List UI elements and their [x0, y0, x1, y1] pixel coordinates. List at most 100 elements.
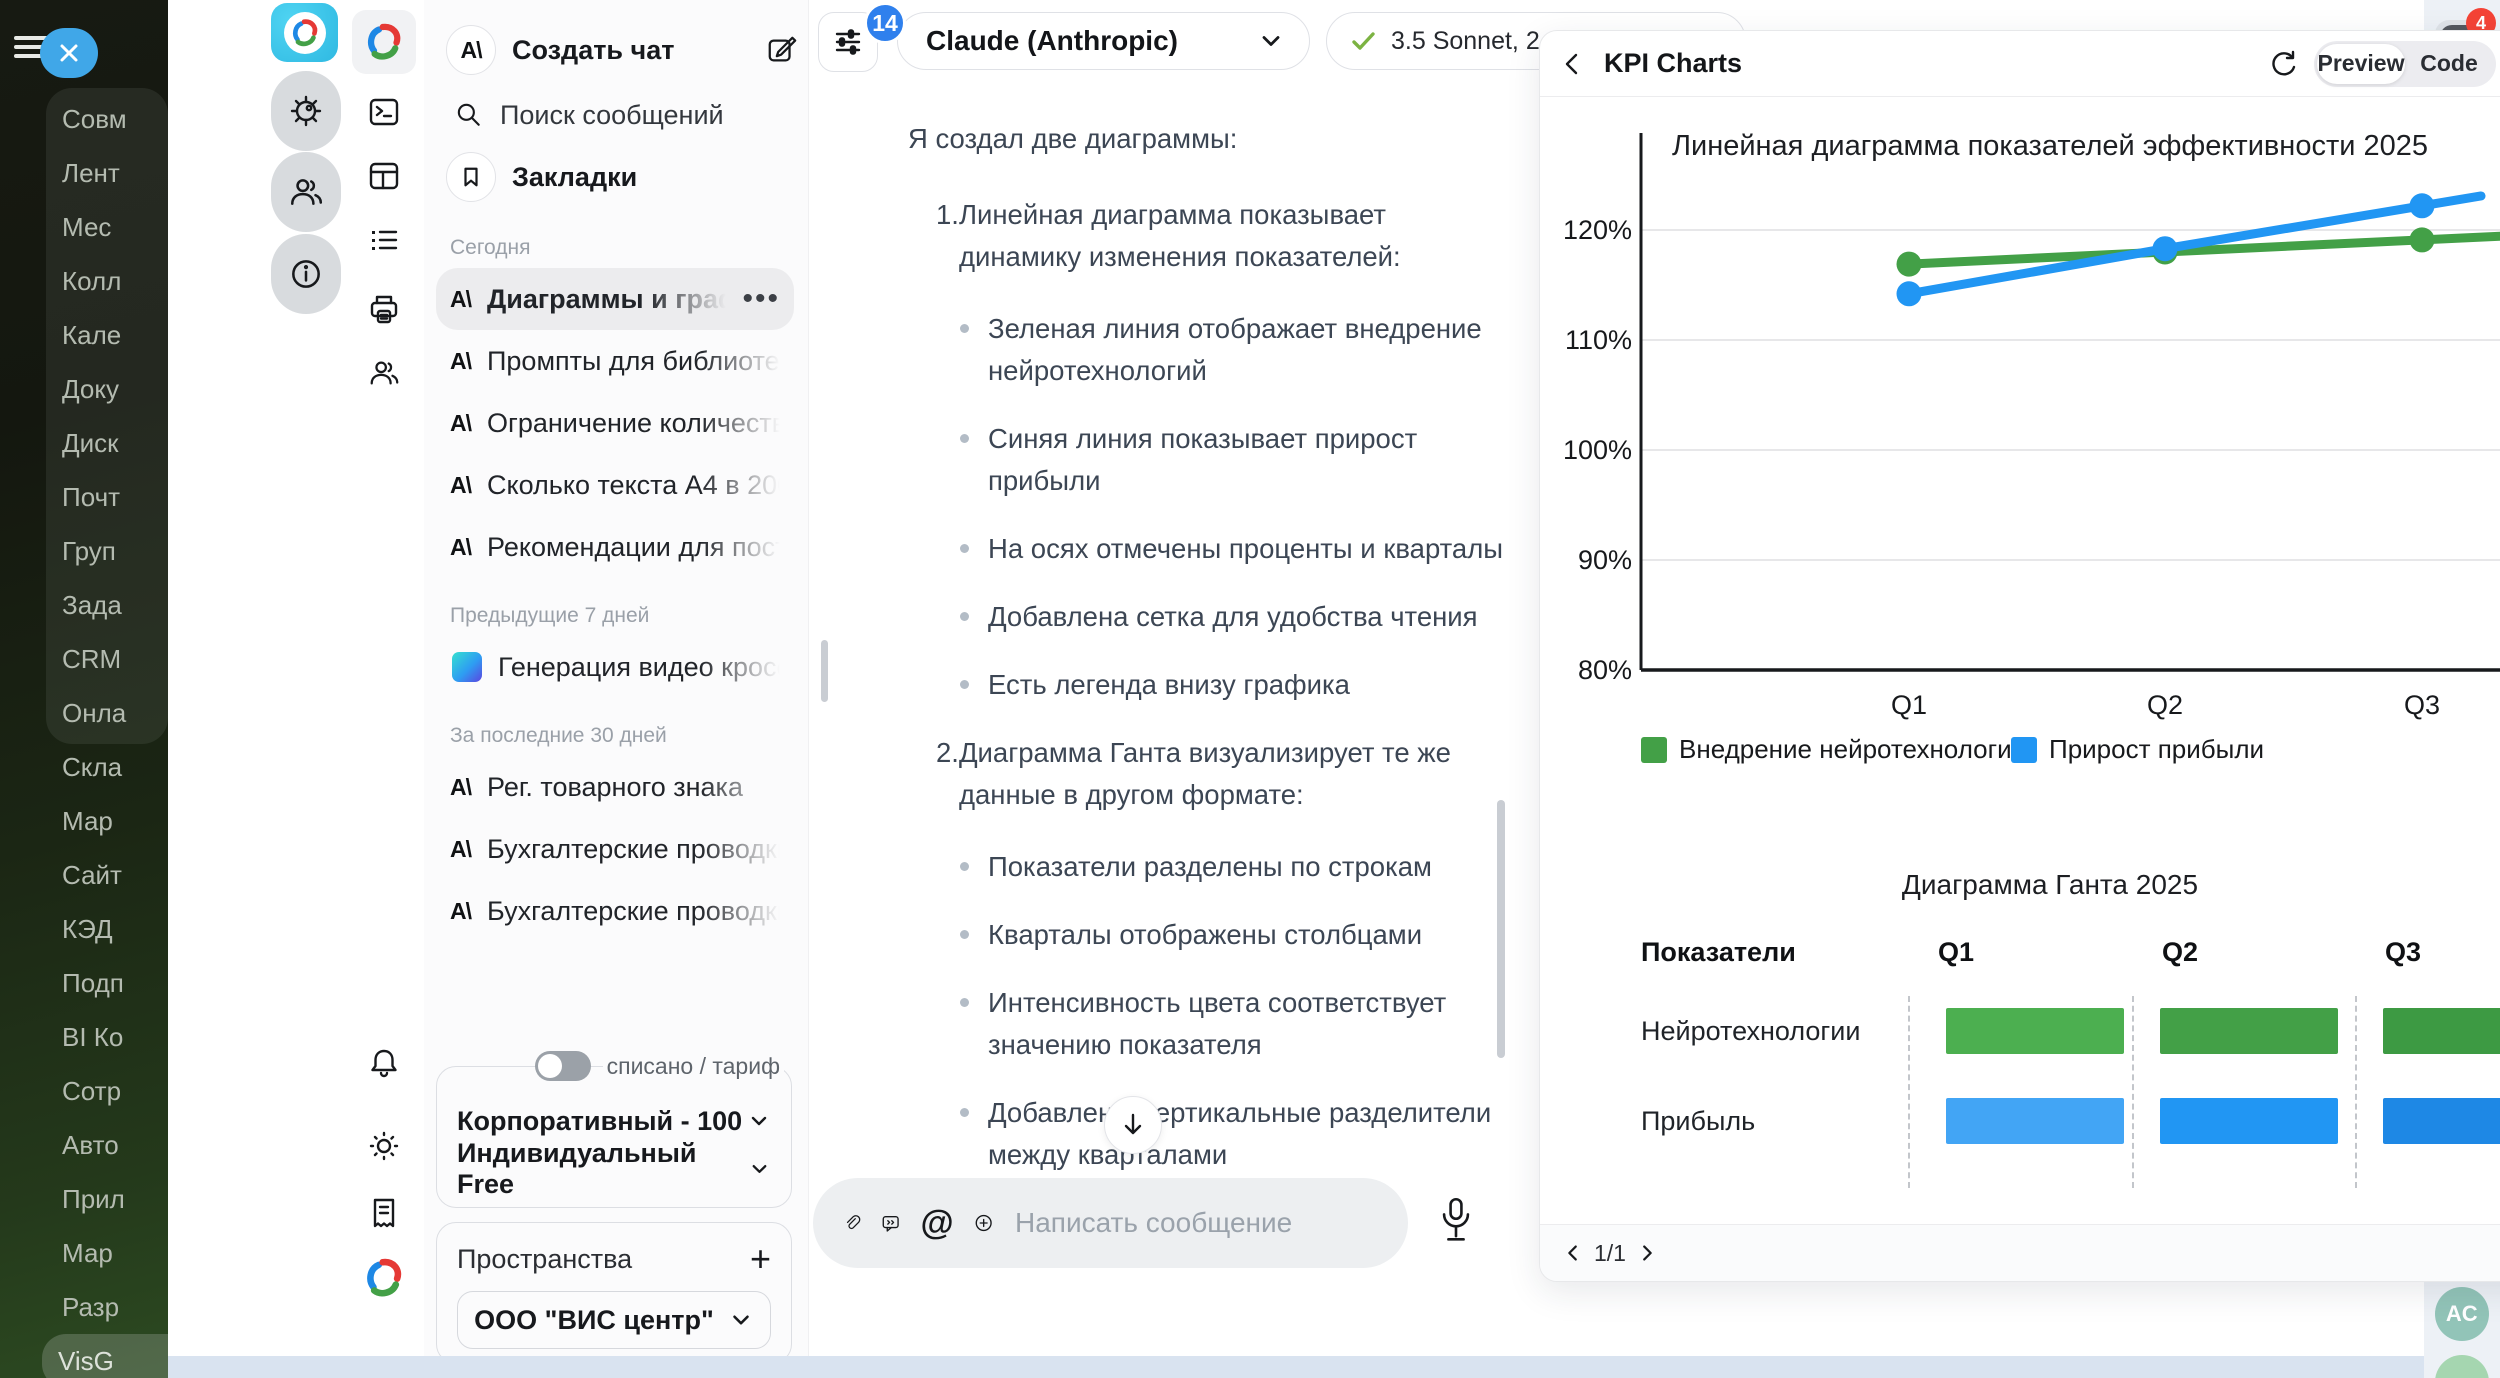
quote-bubble-icon[interactable] — [881, 1207, 900, 1239]
desktop-menu-item[interactable]: Диск — [62, 428, 119, 458]
attach-icon[interactable] — [843, 1206, 861, 1240]
gantt-bar[interactable] — [2383, 1008, 2500, 1054]
mention-icon[interactable]: @ — [920, 1204, 954, 1242]
space-selector[interactable]: ООО "ВИС центр" — [457, 1291, 771, 1349]
gantt-divider — [2355, 996, 2357, 1188]
chat-list-item[interactable]: A\ Сколько текста А4 в 200 ты — [436, 454, 794, 516]
info-quick-button[interactable] — [271, 234, 341, 314]
create-chat-button[interactable]: A\ Создать чат — [436, 14, 808, 86]
chat-item-label: Ограничение количества то — [487, 407, 780, 439]
desktop-menu-item[interactable]: Онла — [62, 698, 127, 728]
add-circle-icon[interactable] — [974, 1207, 993, 1239]
back-icon[interactable] — [1558, 49, 1588, 79]
desktop-menu-item[interactable]: Мар — [62, 806, 113, 836]
desktop-menu-item[interactable]: Подп — [62, 968, 124, 998]
anthropic-icon: A\ — [450, 347, 472, 374]
chat-list-item[interactable]: A\ Промпты для библиотеки — [436, 330, 794, 392]
close-overlay-button[interactable] — [40, 28, 98, 78]
bookmarks-label: Закладки — [512, 161, 638, 192]
item-menu-icon[interactable]: ••• — [742, 282, 780, 315]
panel-title: KPI Charts — [1604, 48, 1743, 78]
plan-individual[interactable]: Индивидуальный Free — [457, 1138, 771, 1199]
desktop-menu-item[interactable]: Груп — [62, 536, 116, 566]
brightness-icon[interactable] — [367, 1129, 401, 1163]
sliders-icon — [835, 29, 861, 55]
gantt-row-header: Показатели — [1641, 937, 1796, 967]
tab-preview[interactable]: Preview — [2317, 43, 2405, 84]
desktop-menu-item[interactable]: Сайт — [62, 860, 122, 890]
desktop-menu-item[interactable]: Разр — [62, 1292, 120, 1322]
section-header: Сегодня — [450, 236, 531, 259]
user-avatar[interactable]: АС — [2435, 1286, 2489, 1341]
active-app-button[interactable] — [271, 3, 338, 62]
desktop-menu-item[interactable]: КЭД — [62, 914, 113, 944]
workspace-logo-button[interactable] — [352, 10, 416, 74]
desktop-menu-item[interactable]: Скла — [62, 752, 123, 782]
gantt-bar[interactable] — [2160, 1098, 2338, 1144]
desktop-menu-item[interactable]: CRM — [62, 644, 122, 674]
mic-button[interactable] — [1436, 1196, 1476, 1248]
page-next-icon[interactable] — [1636, 1242, 1658, 1264]
refresh-icon[interactable] — [2268, 49, 2298, 79]
add-space-button[interactable]: + — [749, 1238, 771, 1279]
desktop-menu-item[interactable]: Почт — [62, 482, 121, 512]
chat-list-item[interactable]: A\ Рекомендации для постов в — [436, 516, 794, 578]
fax-icon[interactable] — [367, 293, 401, 327]
desktop-menu-item[interactable]: Совм — [62, 104, 127, 134]
desktop-menu-item[interactable]: Сотр — [62, 1076, 122, 1106]
billing-toggle[interactable] — [534, 1051, 591, 1081]
tab-code[interactable]: Code — [2420, 50, 2478, 76]
user-avatar[interactable] — [2435, 1354, 2489, 1378]
desktop-menu-item[interactable]: Зада — [62, 590, 122, 620]
gantt-bar[interactable] — [2160, 1008, 2338, 1054]
terminal-icon[interactable] — [367, 95, 401, 129]
chevron-down-icon — [752, 1164, 767, 1174]
desktop-menu-item[interactable]: Колл — [62, 266, 122, 296]
scroll-to-bottom-button[interactable] — [1104, 1096, 1162, 1154]
gantt-column-header: Q1 — [1938, 937, 1975, 967]
bell-icon[interactable] — [367, 1046, 401, 1080]
bookmarks-button[interactable]: Закладки — [436, 144, 808, 210]
hamburger-icon[interactable] — [14, 36, 50, 58]
message-bullet: Синяя линия показывает прирост прибыли — [908, 418, 1508, 502]
page-prev-icon[interactable] — [1562, 1242, 1584, 1264]
chat-list-item[interactable]: Генерация видео кроссовок — [436, 636, 794, 698]
plan-corporate[interactable]: Корпоративный - 100 — [457, 1097, 771, 1145]
desktop-menu-item[interactable]: VisG — [42, 1334, 168, 1378]
contacts-quick-button[interactable] — [271, 152, 341, 232]
chat-list-item[interactable]: A\ Бухгалтерские проводки с п — [436, 880, 794, 942]
gantt-bar[interactable] — [1946, 1098, 2124, 1144]
settings-quick-button[interactable] — [271, 71, 341, 151]
task-list-icon[interactable] — [367, 223, 401, 257]
desktop-menu-item[interactable]: Мес — [62, 212, 112, 242]
vis-logo[interactable] — [363, 1257, 402, 1297]
chevron-down-icon — [1262, 36, 1280, 46]
message-bullet: Интенсивность цвета соответствует значен… — [908, 982, 1508, 1066]
contacts-icon[interactable] — [367, 356, 401, 390]
desktop-menu-item[interactable]: BI Ко — [62, 1022, 124, 1052]
chat-item-label: Рег. товарного знака — [487, 771, 780, 803]
chat-list-item[interactable]: A\ Рег. товарного знака — [436, 756, 794, 818]
desktop-menu-item[interactable]: Кале — [62, 320, 122, 350]
chat-list-item[interactable]: A\ Бухгалтерские проводки, но — [436, 818, 794, 880]
desktop-menu-item[interactable]: Прил — [62, 1184, 125, 1214]
desktop-menu-item[interactable]: Лент — [62, 158, 120, 188]
search-messages[interactable]: Поиск сообщений — [436, 86, 808, 144]
chat-list-item[interactable]: A\ Диаграммы и графики ••• — [436, 268, 794, 330]
receipt-icon[interactable] — [367, 1196, 401, 1230]
message-input[interactable] — [1012, 1206, 1378, 1240]
plan-corporate-label: Корпоративный - 100 — [457, 1105, 743, 1136]
gantt-bar[interactable] — [2383, 1098, 2500, 1144]
desktop-menu-item[interactable]: Мар — [62, 1238, 113, 1268]
kanban-icon[interactable] — [367, 159, 401, 193]
desktop-menu-item[interactable]: Авто — [62, 1130, 119, 1160]
chat-scrollbar[interactable] — [1497, 800, 1505, 1058]
model-selector[interactable]: Claude (Anthropic) — [897, 12, 1310, 70]
desktop-menu-item[interactable]: Доку — [62, 374, 120, 404]
gantt-bar[interactable] — [1946, 1008, 2124, 1054]
chat-list-item[interactable]: A\ Ограничение количества то — [436, 392, 794, 454]
svg-text:90%: 90% — [1578, 545, 1632, 575]
chat-list-scrollbar[interactable] — [821, 640, 828, 702]
compose-icon[interactable] — [766, 34, 798, 66]
